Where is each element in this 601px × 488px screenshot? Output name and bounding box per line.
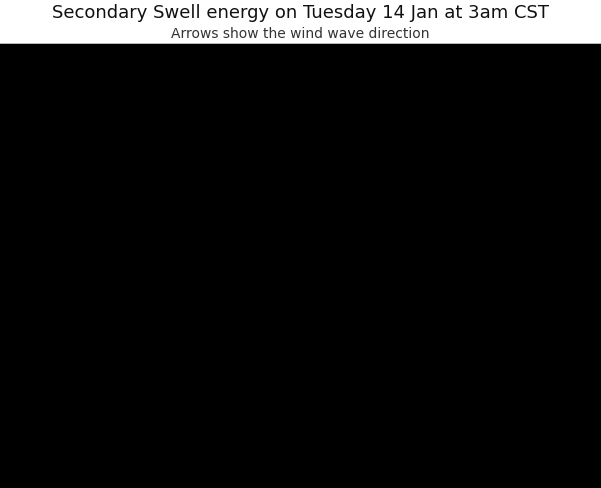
- Text: Arrows show the wind wave direction: Arrows show the wind wave direction: [171, 27, 430, 41]
- Text: Secondary Swell energy on Tuesday 14 Jan at 3am CST: Secondary Swell energy on Tuesday 14 Jan…: [109, 259, 492, 273]
- Text: Secondary Swell energy on Tuesday 14 Jan at 3am CST: Secondary Swell energy on Tuesday 14 Jan…: [52, 4, 549, 22]
